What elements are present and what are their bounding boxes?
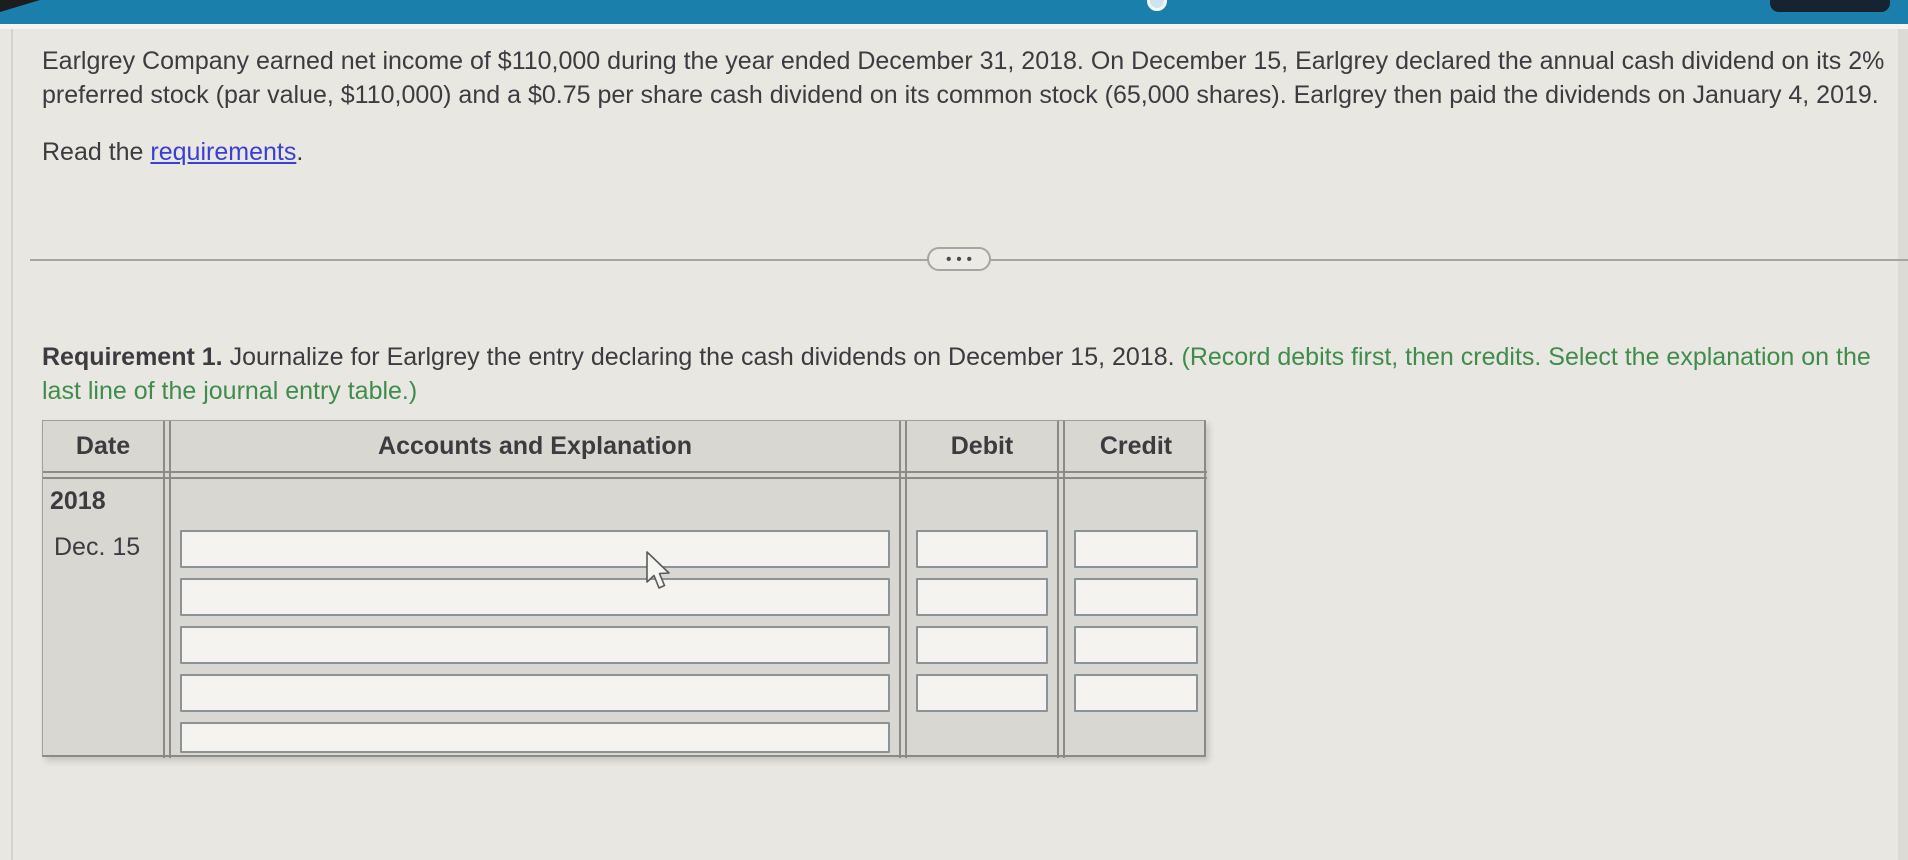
date-cell-year: 2018 — [50, 487, 106, 515]
requirement-hint-line2: last line of the journal entry table.) — [42, 377, 418, 405]
header-rule — [43, 471, 1207, 479]
requirement-text: Requirement 1. Journalize for Earlgrey t… — [42, 340, 1892, 408]
account-input-1[interactable] — [180, 530, 890, 568]
column-rule-date-accounts — [163, 421, 171, 758]
camera-dot-icon — [1147, 0, 1167, 11]
column-rule-accounts-debit — [899, 421, 907, 758]
debit-input-4[interactable] — [916, 674, 1048, 712]
credit-input-4[interactable] — [1074, 674, 1198, 712]
account-input-2[interactable] — [180, 578, 890, 616]
debit-input-2[interactable] — [916, 578, 1048, 616]
requirement-hint-line1: (Record debits first, then credits. Sele… — [1181, 343, 1871, 371]
top-right-notch — [1770, 0, 1890, 12]
header-accounts: Accounts and Explanation — [378, 431, 692, 460]
panel-right-edge — [1898, 29, 1908, 860]
date-cell-dec-15: Dec. 15 — [54, 533, 141, 561]
requirements-link[interactable]: requirements — [150, 138, 297, 166]
journal-entry-table: Date Accounts and Explanation Debit Cred… — [42, 420, 1207, 758]
credit-input-3[interactable] — [1074, 626, 1198, 664]
debit-input-1[interactable] — [916, 530, 1048, 568]
credit-input-2[interactable] — [1074, 578, 1198, 616]
mouse-cursor — [646, 551, 670, 589]
debit-input-3[interactable] — [916, 626, 1048, 664]
problem-statement-line-2: preferred stock (par value, $110,000) an… — [42, 81, 1879, 109]
requirement-body: Journalize for Earlgrey the entry declar… — [229, 343, 1175, 371]
account-input-4[interactable] — [180, 674, 890, 712]
explanation-input[interactable] — [180, 722, 890, 753]
panel-left-edge — [11, 29, 13, 860]
read-requirements-line: Read the requirements. — [42, 136, 303, 168]
problem-statement: Earlgrey Company earned net income of $1… — [42, 44, 1887, 112]
panel-top-edge — [0, 24, 1908, 29]
read-prefix: Read the — [42, 138, 151, 166]
header-credit: Credit — [1099, 431, 1173, 460]
read-suffix: . — [296, 138, 304, 166]
ellipsis-icon: ••• — [946, 250, 977, 268]
header-debit: Debit — [950, 431, 1014, 460]
account-input-3[interactable] — [180, 626, 890, 664]
top-bar — [0, 0, 1908, 24]
requirement-title: Requirement 1. — [42, 343, 223, 371]
problem-statement-line-1: Earlgrey Company earned net income of $1… — [42, 47, 1885, 75]
column-rule-debit-credit — [1057, 421, 1065, 758]
divider-expand-button[interactable]: ••• — [927, 247, 991, 271]
credit-input-1[interactable] — [1074, 530, 1198, 568]
header-date: Date — [75, 431, 131, 460]
